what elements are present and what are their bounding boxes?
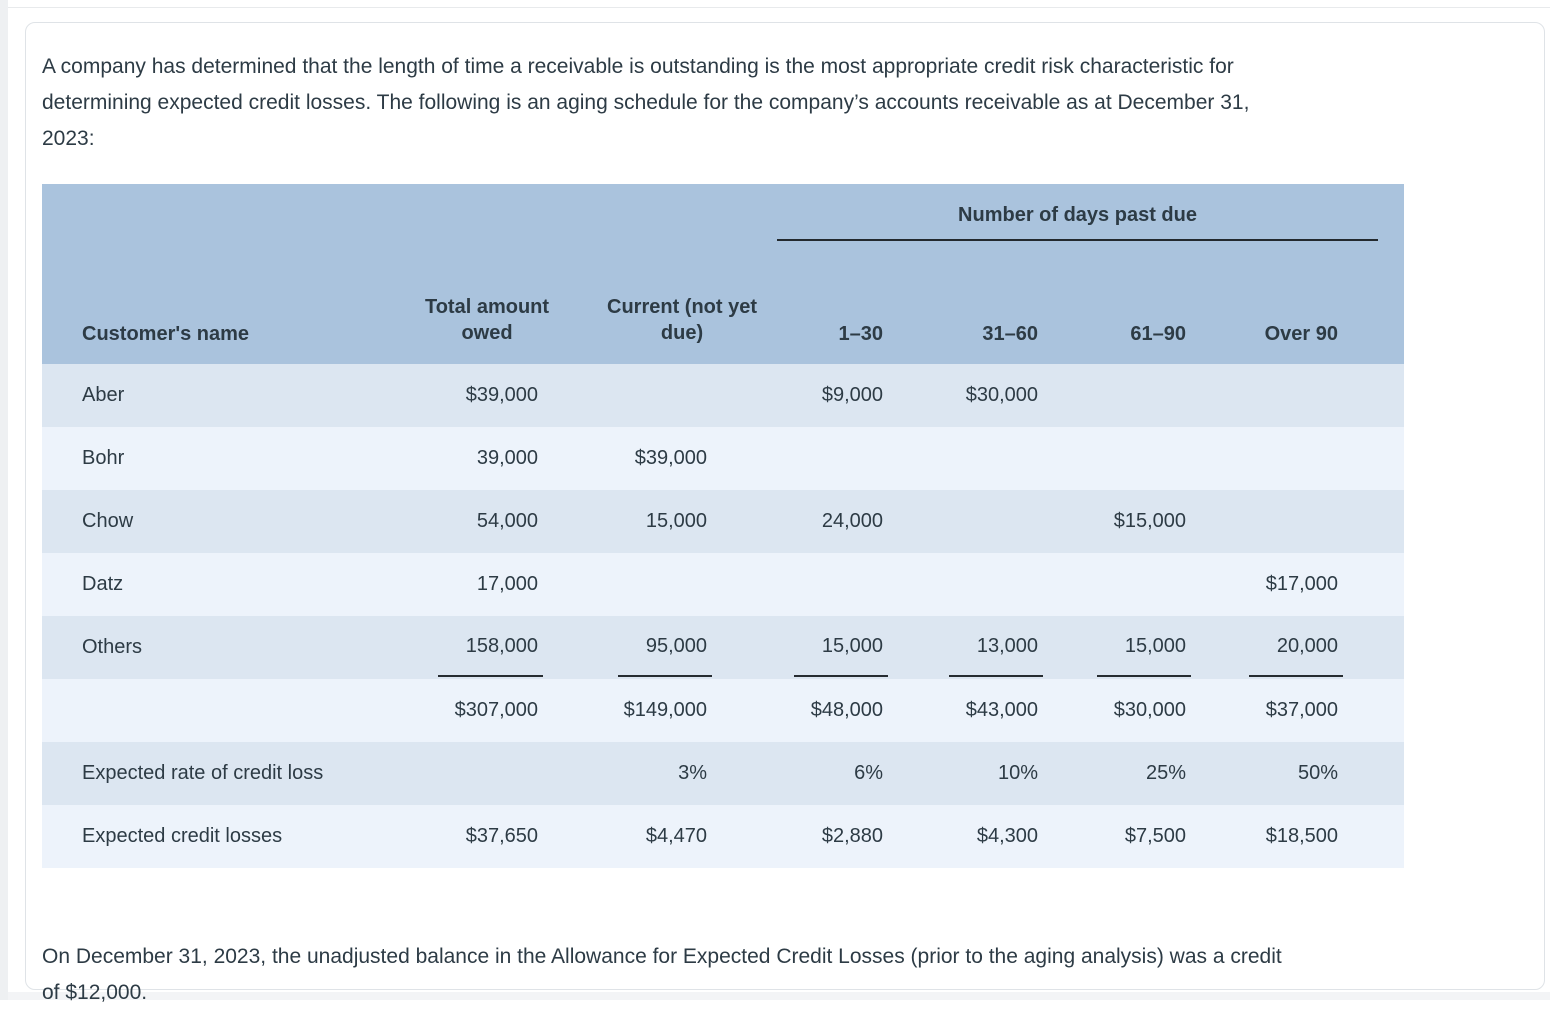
row-spacer <box>1362 805 1405 868</box>
current-amount: 15,000 <box>562 490 767 553</box>
row-spacer <box>1362 679 1405 742</box>
customer-name: Chow <box>42 490 332 553</box>
col-header-61-90: 61–90 <box>1062 246 1210 364</box>
top-divider <box>8 7 1550 8</box>
days-over-90-rate: 50% <box>1210 742 1362 805</box>
aging-schedule-table: Customer's name Total amount owed Curren… <box>42 184 1405 868</box>
total-owed-sum: $307,000 <box>332 679 562 742</box>
days-61-90-sum: $30,000 <box>1062 679 1210 742</box>
intro-paragraph: A company has determined that the length… <box>42 49 1528 157</box>
days-31-60 <box>907 427 1062 490</box>
total-owed: 54,000 <box>332 490 562 553</box>
days-61-90: $15,000 <box>1062 490 1210 553</box>
col-header-customer-name: Customer's name <box>42 184 332 364</box>
row-spacer <box>1362 364 1405 427</box>
expected-rate-row: Expected rate of credit loss 3% 6% 10% 2… <box>42 742 1405 805</box>
total-owed: $39,000 <box>332 364 562 427</box>
question-card: A company has determined that the length… <box>25 22 1545 1004</box>
row-spacer <box>1362 490 1405 553</box>
current-loss: $4,470 <box>562 805 767 868</box>
days-over-90-sum: $37,000 <box>1210 679 1362 742</box>
current-amount: 95,000 <box>617 635 712 677</box>
total-loss: $37,650 <box>332 805 562 868</box>
days-over-90-loss: $18,500 <box>1210 805 1362 868</box>
col-header-over-90: Over 90 <box>1210 246 1362 364</box>
current-amount: $39,000 <box>562 427 767 490</box>
intro-line-1: A company has determined that the length… <box>42 55 1234 78</box>
current-rate: 3% <box>562 742 767 805</box>
intro-line-3: 2023: <box>42 127 95 150</box>
row-label: Expected rate of credit loss <box>42 742 332 805</box>
days-31-60-rate: 10% <box>907 742 1062 805</box>
days-1-30: 24,000 <box>767 490 907 553</box>
days-over-90: 20,000 <box>1248 635 1343 677</box>
days-1-30: $9,000 <box>767 364 907 427</box>
customer-row-bohr: Bohr 39,000 $39,000 <box>42 427 1405 490</box>
days-1-30-sum: $48,000 <box>767 679 907 742</box>
row-spacer <box>1362 553 1405 616</box>
days-over-90 <box>1210 490 1362 553</box>
days-61-90 <box>1062 553 1210 616</box>
days-61-90 <box>1062 427 1210 490</box>
customer-name: Aber <box>42 364 332 427</box>
col-header-current-not-yet-due: Current (not yet due) <box>562 184 767 364</box>
days-61-90: 15,000 <box>1096 635 1191 677</box>
total-owed: 17,000 <box>332 553 562 616</box>
current-sum: $149,000 <box>562 679 767 742</box>
total-owed: 39,000 <box>332 427 562 490</box>
col-header-31-60: 31–60 <box>907 246 1062 364</box>
days-1-30-loss: $2,880 <box>767 805 907 868</box>
days-31-60-sum: $43,000 <box>907 679 1062 742</box>
row-spacer <box>1362 742 1405 805</box>
footer-line-1: On December 31, 2023, the unadjusted bal… <box>42 945 1282 968</box>
days-1-30: 15,000 <box>793 635 888 677</box>
intro-line-2: determining expected credit losses. The … <box>42 91 1250 114</box>
col-header-1-30: 1–30 <box>767 246 907 364</box>
header-row-group: Customer's name Total amount owed Curren… <box>42 184 1405 364</box>
row-spacer <box>1362 427 1405 490</box>
table-header: Customer's name Total amount owed Curren… <box>42 184 1405 364</box>
col-group-days-past-due: Number of days past due <box>767 184 1405 246</box>
days-past-due-label: Number of days past due <box>777 184 1379 241</box>
header-row-days: 1–30 31–60 61–90 Over 90 <box>42 246 1405 364</box>
col-header-total-amount-owed: Total amount owed <box>332 184 562 364</box>
row-label: Expected credit losses <box>42 805 332 868</box>
total-rate <box>332 742 562 805</box>
customer-row-datz: Datz 17,000 $17,000 <box>42 553 1405 616</box>
days-31-60 <box>907 553 1062 616</box>
page-left-gutter <box>0 0 8 1000</box>
customer-name: Others <box>42 616 332 679</box>
row-spacer <box>1362 616 1405 679</box>
days-31-60 <box>907 490 1062 553</box>
days-over-90 <box>1210 364 1362 427</box>
days-1-30 <box>767 553 907 616</box>
total-owed: 158,000 <box>437 635 543 677</box>
customer-row-chow: Chow 54,000 15,000 24,000 $15,000 <box>42 490 1405 553</box>
totals-label <box>42 679 332 742</box>
bottom-gutter <box>8 992 1550 1000</box>
footer-paragraph: On December 31, 2023, the unadjusted bal… <box>42 939 1528 1011</box>
customer-name: Bohr <box>42 427 332 490</box>
col-header-spacer <box>1362 246 1405 364</box>
days-31-60-loss: $4,300 <box>907 805 1062 868</box>
days-1-30-rate: 6% <box>767 742 907 805</box>
days-61-90-loss: $7,500 <box>1062 805 1210 868</box>
footer-line-2: of $12,000. <box>42 981 148 1004</box>
expected-losses-row: Expected credit losses $37,650 $4,470 $2… <box>42 805 1405 868</box>
current-amount <box>562 553 767 616</box>
customer-row-aber: Aber $39,000 $9,000 $30,000 <box>42 364 1405 427</box>
days-over-90: $17,000 <box>1210 553 1362 616</box>
customer-row-others: Others 158,000 95,000 15,000 13,000 15,0… <box>42 616 1405 679</box>
customer-name: Datz <box>42 553 332 616</box>
current-amount <box>562 364 767 427</box>
days-31-60: $30,000 <box>907 364 1062 427</box>
totals-row: $307,000 $149,000 $48,000 $43,000 $30,00… <box>42 679 1405 742</box>
days-31-60: 13,000 <box>948 635 1043 677</box>
days-1-30 <box>767 427 907 490</box>
days-61-90 <box>1062 364 1210 427</box>
days-61-90-rate: 25% <box>1062 742 1210 805</box>
days-over-90 <box>1210 427 1362 490</box>
